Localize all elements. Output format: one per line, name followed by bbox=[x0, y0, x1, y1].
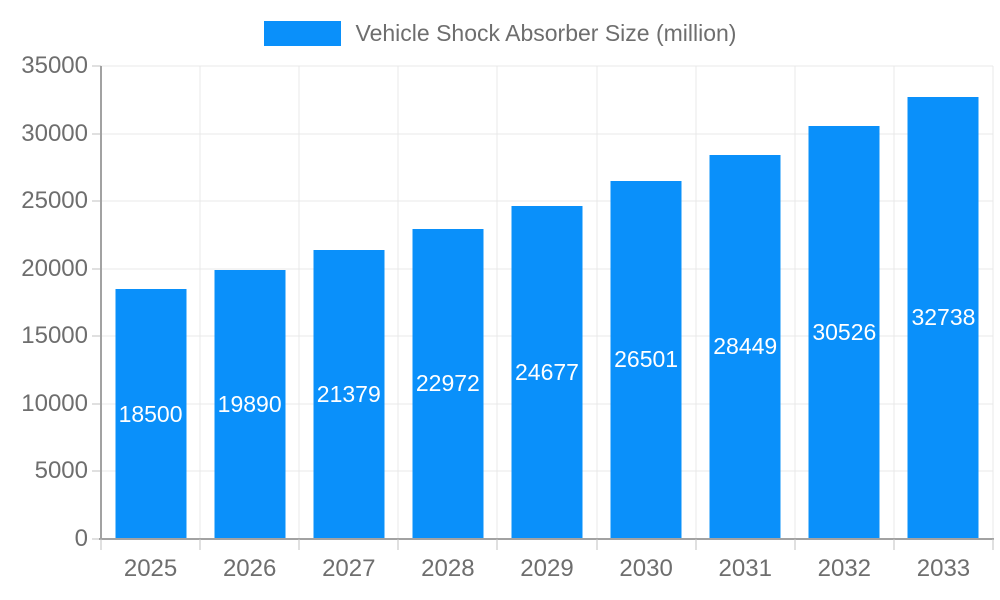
legend-swatch bbox=[263, 21, 341, 46]
x-axis-label: 2028 bbox=[421, 555, 475, 582]
bar-value-label: 22972 bbox=[415, 370, 480, 397]
x-axis-label: 2033 bbox=[916, 555, 971, 582]
v-gridline bbox=[298, 66, 300, 539]
bar-value-label: 24677 bbox=[515, 358, 579, 385]
x-axis-tick bbox=[893, 539, 895, 550]
bar: 18500 bbox=[115, 289, 187, 539]
x-axis-label: 2025 bbox=[123, 555, 178, 582]
y-axis-tick bbox=[92, 538, 101, 540]
x-axis-tick bbox=[298, 539, 300, 550]
x-axis-label: 2026 bbox=[222, 555, 277, 582]
bar-value-label: 21379 bbox=[316, 381, 381, 408]
v-gridline bbox=[992, 66, 994, 539]
v-gridline bbox=[496, 66, 498, 539]
x-axis-tick bbox=[199, 539, 201, 550]
x-axis-tick bbox=[397, 539, 399, 550]
y-axis-tick bbox=[92, 200, 101, 202]
x-axis-label: 2031 bbox=[718, 555, 772, 582]
bar: 30526 bbox=[808, 126, 880, 539]
y-axis-label: 20000 bbox=[21, 254, 88, 282]
legend-label: Vehicle Shock Absorber Size (million) bbox=[355, 20, 737, 46]
bar-value-label: 28449 bbox=[713, 333, 778, 360]
v-gridline bbox=[596, 66, 598, 539]
y-axis-tick bbox=[92, 335, 101, 337]
x-axis-tick bbox=[496, 539, 498, 550]
y-axis-label: 30000 bbox=[21, 119, 88, 147]
bar: 32738 bbox=[907, 96, 979, 539]
v-gridline bbox=[397, 66, 399, 539]
x-axis-tick bbox=[992, 539, 994, 550]
h-gridline bbox=[101, 200, 993, 202]
x-axis-line bbox=[99, 538, 994, 540]
y-axis: 0 5000 10000 15000 20000 25000 30000 35000 bbox=[0, 52, 101, 552]
y-axis-label: 15000 bbox=[21, 322, 88, 350]
x-axis-tick bbox=[695, 539, 697, 550]
x-axis-tick bbox=[794, 539, 796, 550]
x-axis-tick bbox=[596, 539, 598, 550]
chart-legend[interactable]: Vehicle Shock Absorber Size (million) bbox=[0, 20, 1000, 47]
bar-value-label: 18500 bbox=[118, 400, 183, 427]
h-gridline bbox=[101, 133, 993, 135]
x-axis-tick bbox=[100, 539, 102, 550]
y-axis-tick bbox=[92, 65, 101, 67]
y-axis-label: 0 bbox=[74, 525, 88, 552]
y-axis-line bbox=[100, 66, 102, 539]
bar: 21379 bbox=[313, 250, 385, 539]
y-axis-label: 5000 bbox=[34, 457, 88, 485]
y-axis-tick bbox=[92, 268, 101, 270]
y-axis-tick bbox=[92, 470, 101, 472]
bar: 28449 bbox=[709, 154, 781, 539]
x-axis: 2025 2026 2027 2028 2029 2030 2031 2032 2033 bbox=[100, 539, 994, 600]
x-axis-label: 2030 bbox=[619, 555, 673, 582]
bar-value-label: 26501 bbox=[614, 346, 679, 373]
bar: 22972 bbox=[412, 228, 484, 539]
y-axis-tick bbox=[92, 403, 101, 405]
y-axis-tick bbox=[92, 133, 101, 135]
bar: 19890 bbox=[214, 270, 286, 539]
v-gridline bbox=[695, 66, 697, 539]
v-gridline bbox=[794, 66, 796, 539]
x-axis-label: 2029 bbox=[520, 555, 574, 582]
v-gridline bbox=[199, 66, 201, 539]
bar: 26501 bbox=[610, 180, 682, 539]
y-axis-label: 10000 bbox=[21, 389, 88, 417]
x-axis-label: 2032 bbox=[817, 555, 872, 582]
bar-value-label: 30526 bbox=[812, 319, 877, 346]
x-axis-label: 2027 bbox=[322, 555, 376, 582]
bar: 24677 bbox=[511, 205, 583, 539]
bar-value-label: 19890 bbox=[217, 391, 282, 418]
y-axis-label: 25000 bbox=[21, 187, 88, 215]
v-gridline bbox=[893, 66, 895, 539]
bar-value-label: 32738 bbox=[911, 304, 976, 331]
y-axis-label: 35000 bbox=[21, 52, 88, 79]
h-gridline bbox=[101, 65, 993, 67]
plot-area: 18500 19890 21379 22972 24677 26501 28449 30526… bbox=[99, 65, 994, 540]
